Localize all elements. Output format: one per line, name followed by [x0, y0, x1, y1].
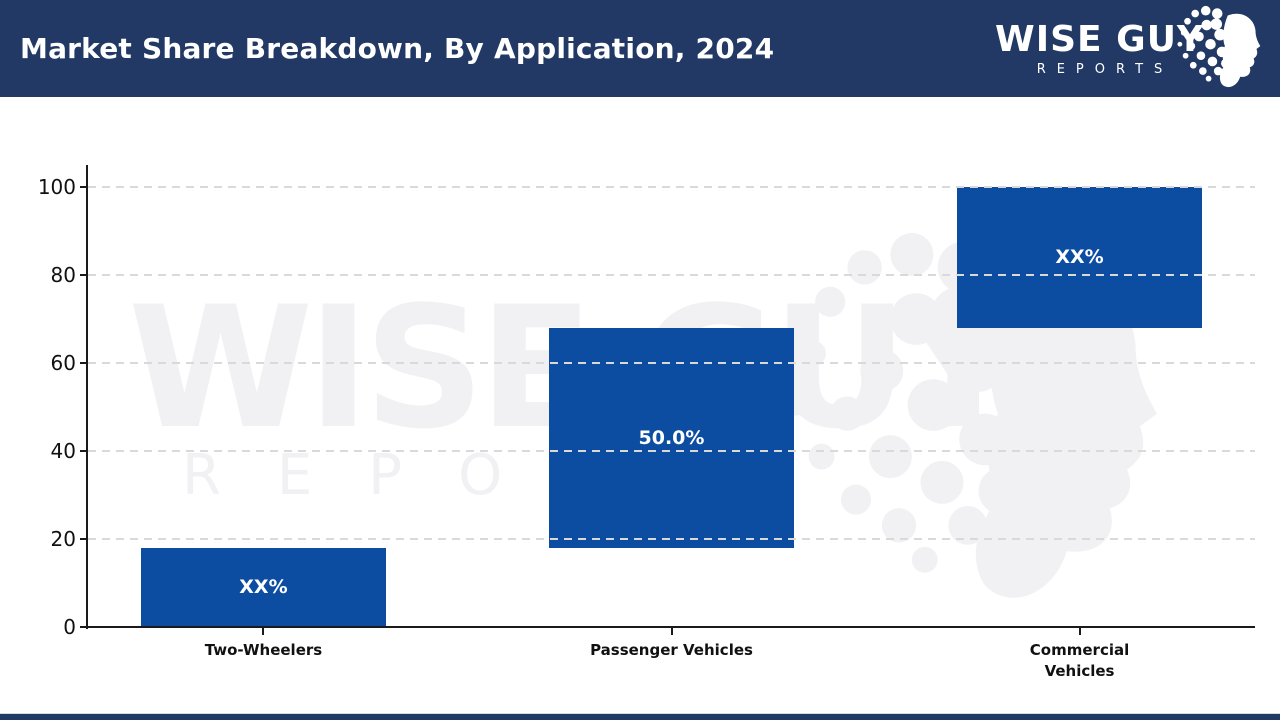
y-gridline [88, 274, 1255, 276]
x-tickmark [1078, 627, 1081, 635]
brand-subtitle: REPORTS [1036, 61, 1174, 77]
y-tick-label: 100 [37, 175, 76, 199]
brand-logo-text: WISE GUY REPORTS [995, 20, 1204, 77]
footer-bar [0, 714, 1280, 720]
bar-value-label: 50.0% [638, 426, 705, 449]
bar-segment [549, 327, 794, 548]
category-label: Two-Wheelers [204, 641, 323, 659]
y-tickmark [80, 450, 88, 452]
footer-hairline [0, 713, 1280, 714]
wiseguy-face-icon [1177, 5, 1261, 88]
y-gridline [88, 538, 1255, 540]
header: Market Share Breakdown, By Application, … [0, 0, 1280, 97]
y-gridline [88, 186, 1255, 188]
bar-value-label: XX% [239, 576, 288, 599]
y-tick-label: 60 [50, 351, 76, 375]
y-tick-label: 80 [50, 263, 76, 287]
y-tickmark [80, 186, 88, 188]
y-gridline [88, 450, 1255, 452]
y-gridline [88, 362, 1255, 364]
page-title: Market Share Breakdown, By Application, … [20, 32, 775, 65]
x-axis-line [86, 626, 1255, 628]
y-tick-label: 20 [50, 527, 76, 551]
y-tick-label: 0 [63, 615, 76, 639]
brand-logo: WISE GUY REPORTS [995, 4, 1270, 94]
bar-value-label: XX% [1055, 246, 1104, 269]
y-tickmark [80, 362, 88, 364]
brand-name: WISE GUY [994, 19, 1204, 60]
x-tickmark [262, 627, 265, 635]
y-tickmark [80, 274, 88, 276]
bar-segment [957, 187, 1202, 328]
y-tickmark [80, 538, 88, 540]
bar-segment [141, 547, 386, 627]
x-tickmark [670, 627, 673, 635]
y-tick-label: 40 [50, 439, 76, 463]
category-label: Passenger Vehicles [590, 641, 753, 659]
y-tickmark [80, 626, 88, 628]
y-axis-line [86, 165, 88, 629]
category-label: Commercial Vehicles [1029, 641, 1130, 680]
